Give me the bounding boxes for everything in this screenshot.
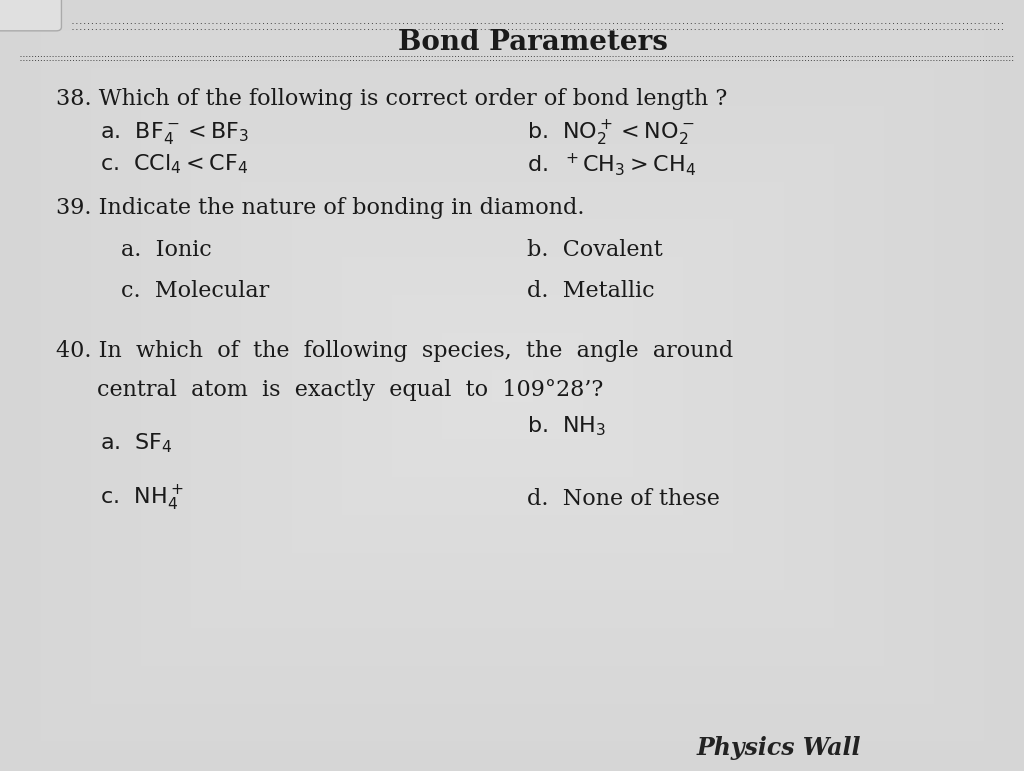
Text: b.  $\mathregular{NH_3}$: b. $\mathregular{NH_3}$ — [527, 415, 607, 438]
Text: a.  $\mathregular{BF_4^- < BF_3}$: a. $\mathregular{BF_4^- < BF_3}$ — [100, 120, 249, 146]
Text: d.  Metallic: d. Metallic — [527, 281, 655, 302]
Text: a.  $\mathregular{SF_4}$: a. $\mathregular{SF_4}$ — [100, 432, 173, 455]
Text: Physics Wall: Physics Wall — [696, 736, 861, 760]
Text: 40. In  which  of  the  following  species,  the  angle  around: 40. In which of the following species, t… — [56, 340, 733, 362]
Text: b.  $\mathregular{NO_2^+ < NO_2^-}$: b. $\mathregular{NO_2^+ < NO_2^-}$ — [527, 119, 695, 148]
Text: 39. Indicate the nature of bonding in diamond.: 39. Indicate the nature of bonding in di… — [56, 197, 585, 219]
Text: c.  Molecular: c. Molecular — [121, 281, 269, 302]
Text: 38. Which of the following is correct order of bond length ?: 38. Which of the following is correct or… — [56, 88, 728, 109]
Text: a.  Ionic: a. Ionic — [121, 239, 212, 261]
FancyBboxPatch shape — [0, 0, 61, 31]
Text: d.  None of these: d. None of these — [527, 488, 720, 510]
Text: b.  Covalent: b. Covalent — [527, 239, 664, 261]
Text: c.  $\mathregular{NH_4^+}$: c. $\mathregular{NH_4^+}$ — [100, 484, 183, 513]
Text: central  atom  is  exactly  equal  to  109°28’?: central atom is exactly equal to 109°28’… — [97, 379, 603, 401]
Text: Bond Parameters: Bond Parameters — [397, 29, 668, 56]
Text: d.  $\mathregular{^+CH_3 > CH_4}$: d. $\mathregular{^+CH_3 > CH_4}$ — [527, 151, 696, 177]
Text: c.  $\mathregular{CCl_4 < CF_4}$: c. $\mathregular{CCl_4 < CF_4}$ — [100, 153, 249, 176]
